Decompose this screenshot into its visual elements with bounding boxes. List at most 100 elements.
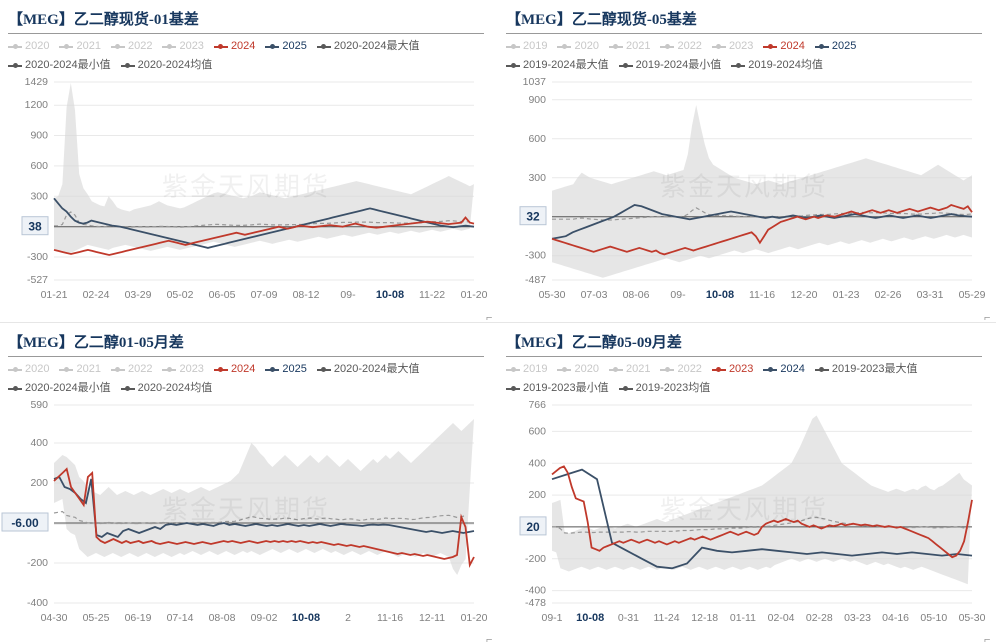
chart-legend-row2: 2020-2024最小值 2020-2024均值 [8, 380, 484, 397]
legend-item-min[interactable]: 2019-2023最小值 [506, 380, 609, 397]
meg-dashboard: 【MEG】乙二醇现货-01基差 2020 2021 2022 2023 2024… [0, 0, 996, 644]
chart-canvas-05-basis[interactable]: 紫金天风期货 -487-3000300600900103705-3007-030… [506, 76, 982, 322]
legend-item-2024[interactable]: 2024 [763, 38, 804, 55]
svg-text:11-24: 11-24 [653, 612, 679, 624]
svg-text:38: 38 [28, 220, 42, 234]
svg-text:200: 200 [528, 489, 546, 501]
legend-item-2024[interactable]: 2024 [763, 361, 804, 378]
legend-item-min[interactable]: 2019-2024最小值 [619, 57, 722, 74]
legend-item-avg[interactable]: 2020-2024均值 [121, 380, 213, 397]
svg-text:08-06: 08-06 [623, 289, 650, 301]
svg-text:10-08: 10-08 [576, 612, 604, 624]
svg-text:02-26: 02-26 [875, 289, 902, 301]
resize-handle[interactable]: ⌐ [984, 634, 994, 644]
svg-text:09-1: 09-1 [541, 612, 562, 624]
legend-item-max[interactable]: 2019-2023最大值 [815, 361, 918, 378]
chart-canvas-01-basis[interactable]: 紫金天风期货 -527-30003006009001200142901-2102… [8, 76, 484, 322]
svg-text:10-08: 10-08 [376, 289, 404, 301]
legend-item-2023[interactable]: 2023 [162, 38, 203, 55]
line-chart-svg: -487-3000300600900103705-3007-0308-0609-… [506, 76, 982, 306]
legend-item-2019[interactable]: 2019 [506, 361, 547, 378]
legend-item-2020[interactable]: 2020 [8, 361, 49, 378]
svg-text:-478: -478 [525, 597, 546, 609]
line-chart-svg: -478-400-20002020040060076609-110-080-31… [506, 399, 982, 629]
legend-item-2023[interactable]: 2023 [712, 361, 753, 378]
chart-canvas-01-05-spread[interactable]: 紫金天风期货 -400-200-6020040059004-3005-2506-… [8, 399, 484, 644]
legend-item-2022[interactable]: 2022 [660, 38, 701, 55]
legend-item-2021[interactable]: 2021 [609, 38, 650, 55]
legend-item-max[interactable]: 2019-2024最大值 [506, 57, 609, 74]
legend-item-2023[interactable]: 2023 [162, 361, 203, 378]
chart-title: 【MEG】乙二醇01-05月差 [8, 331, 484, 357]
svg-text:11-16: 11-16 [749, 289, 775, 301]
resize-handle[interactable]: ⌐ [486, 634, 496, 644]
svg-text:-300: -300 [525, 250, 546, 262]
svg-text:07-14: 07-14 [167, 612, 194, 624]
svg-text:-6.00: -6.00 [11, 516, 39, 530]
svg-text:09-02: 09-02 [251, 612, 278, 624]
svg-text:10-08: 10-08 [706, 289, 734, 301]
svg-text:300: 300 [30, 190, 48, 202]
svg-text:08-12: 08-12 [293, 289, 320, 301]
svg-text:-200: -200 [525, 553, 546, 565]
legend-item-min[interactable]: 2020-2024最小值 [8, 380, 111, 397]
svg-text:05-30: 05-30 [959, 612, 986, 624]
legend-item-2020[interactable]: 2020 [8, 38, 49, 55]
svg-text:09-: 09- [670, 289, 686, 301]
legend-item-2021[interactable]: 2021 [609, 361, 650, 378]
legend-item-2024[interactable]: 2024 [214, 38, 255, 55]
svg-text:32: 32 [526, 210, 540, 224]
legend-item-avg[interactable]: 2020-2024均值 [121, 57, 213, 74]
chart-panel-05-basis: 【MEG】乙二醇现货-05基差 2019 2020 2021 2022 2023… [498, 0, 996, 322]
chart-canvas-05-09-spread[interactable]: 紫金天风期货 -478-400-20002020040060076609-110… [506, 399, 982, 644]
svg-text:300: 300 [528, 172, 546, 184]
legend-item-min[interactable]: 2020-2024最小值 [8, 57, 111, 74]
svg-text:09-: 09- [340, 289, 356, 301]
legend-item-2020[interactable]: 2020 [557, 38, 598, 55]
legend-item-2022[interactable]: 2022 [111, 38, 152, 55]
chart-title: 【MEG】乙二醇现货-05基差 [506, 8, 982, 34]
svg-text:03-31: 03-31 [917, 289, 944, 301]
chart-legend-row2: 2020-2024最小值 2020-2024均值 [8, 57, 484, 74]
chart-legend-row2: 2019-2023最小值 2019-2023均值 [506, 380, 982, 397]
svg-text:900: 900 [528, 94, 546, 106]
legend-item-2019[interactable]: 2019 [506, 38, 547, 55]
svg-text:-400: -400 [27, 597, 48, 609]
svg-text:10-08: 10-08 [292, 612, 320, 624]
legend-item-2023[interactable]: 2023 [712, 38, 753, 55]
svg-text:02-28: 02-28 [806, 612, 833, 624]
legend-item-2022[interactable]: 2022 [660, 361, 701, 378]
svg-text:01-11: 01-11 [730, 612, 756, 624]
svg-text:03-29: 03-29 [125, 289, 152, 301]
svg-text:05-02: 05-02 [167, 289, 194, 301]
svg-text:590: 590 [30, 399, 48, 411]
svg-text:01-20: 01-20 [461, 289, 488, 301]
legend-item-max[interactable]: 2020-2024最大值 [317, 38, 420, 55]
legend-item-max[interactable]: 2020-2024最大值 [317, 361, 420, 378]
svg-text:-300: -300 [27, 251, 48, 263]
svg-text:400: 400 [528, 457, 546, 469]
svg-text:-400: -400 [525, 585, 546, 597]
line-chart-svg: -400-200-6020040059004-3005-2506-1907-14… [8, 399, 484, 629]
legend-item-2021[interactable]: 2021 [59, 361, 100, 378]
svg-text:01-21: 01-21 [41, 289, 68, 301]
legend-item-avg[interactable]: 2019-2023均值 [619, 380, 711, 397]
svg-text:05-29: 05-29 [959, 289, 986, 301]
legend-item-2025[interactable]: 2025 [265, 361, 306, 378]
chart-panel-01-basis: 【MEG】乙二醇现货-01基差 2020 2021 2022 2023 2024… [0, 0, 498, 322]
legend-item-2024[interactable]: 2024 [214, 361, 255, 378]
resize-handle[interactable]: ⌐ [984, 312, 994, 322]
chart-legend-row1: 2019 2020 2021 2022 2023 2024 2019-2023最… [506, 361, 982, 378]
legend-item-2025[interactable]: 2025 [815, 38, 856, 55]
svg-text:20: 20 [526, 520, 540, 534]
svg-text:200: 200 [30, 477, 48, 489]
legend-item-2025[interactable]: 2025 [265, 38, 306, 55]
svg-text:11-16: 11-16 [377, 612, 403, 624]
resize-handle[interactable]: ⌐ [486, 312, 496, 322]
svg-text:01-20: 01-20 [461, 612, 488, 624]
legend-item-2021[interactable]: 2021 [59, 38, 100, 55]
svg-text:05-25: 05-25 [83, 612, 110, 624]
legend-item-2022[interactable]: 2022 [111, 361, 152, 378]
legend-item-2020[interactable]: 2020 [557, 361, 598, 378]
legend-item-avg[interactable]: 2019-2024均值 [731, 57, 823, 74]
